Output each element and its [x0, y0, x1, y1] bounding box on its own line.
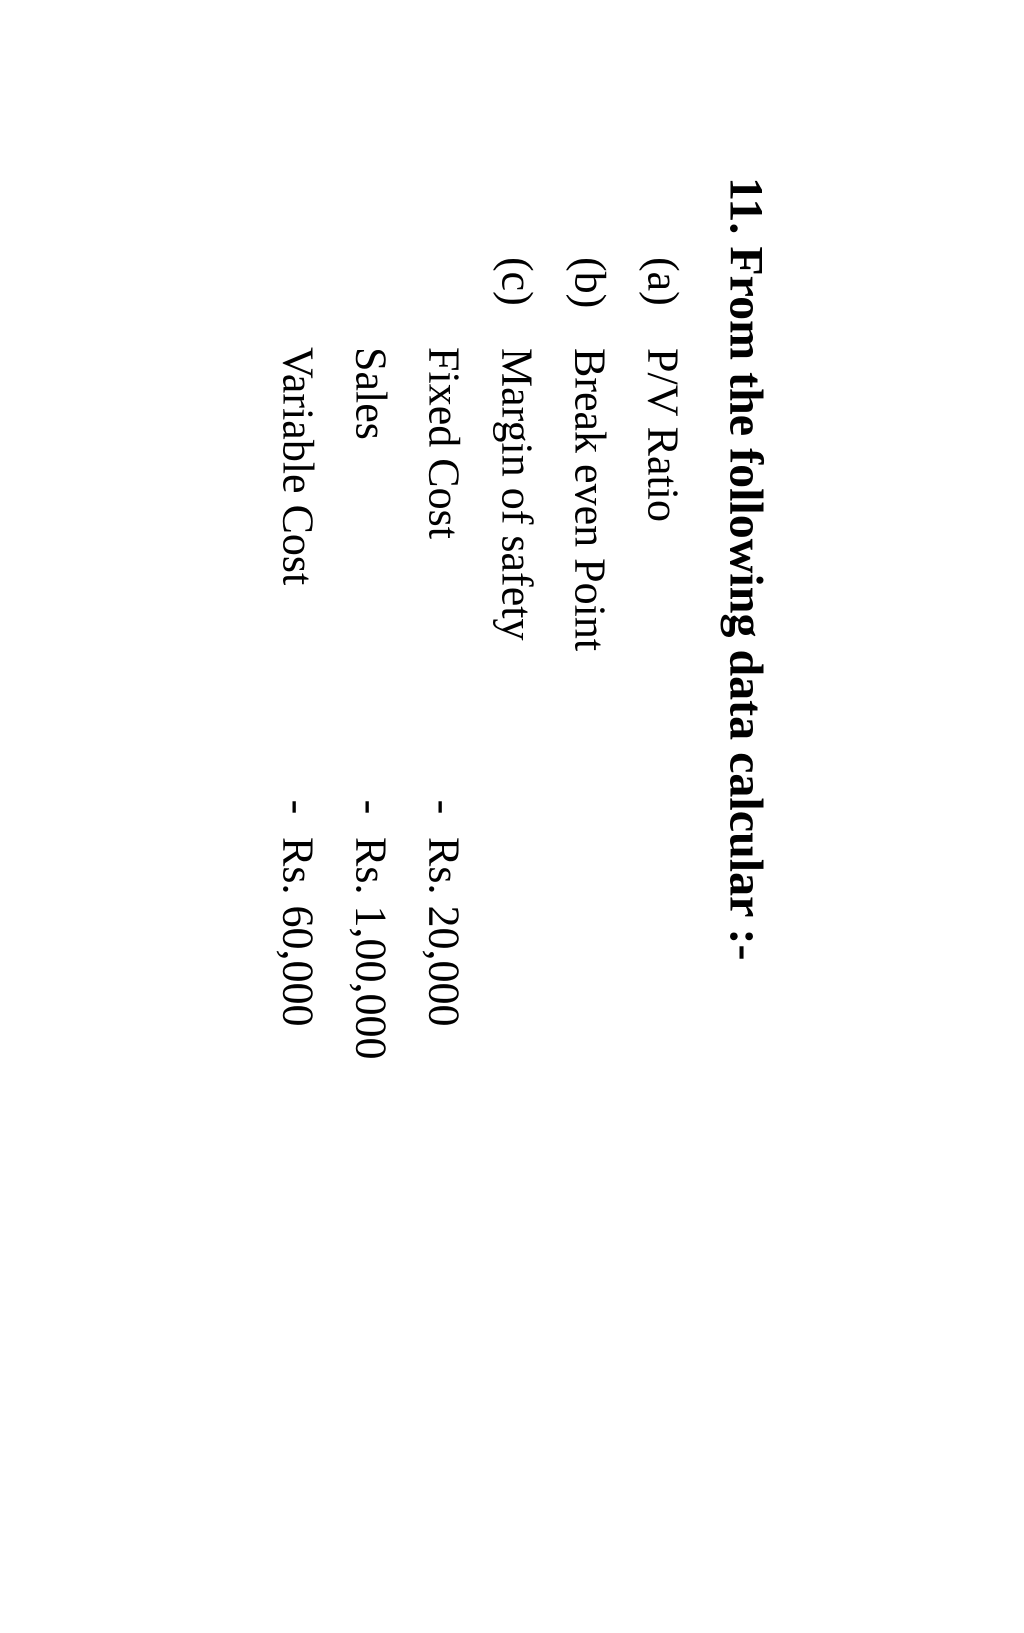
- data-label: Sales: [346, 347, 397, 777]
- sub-item-label: (c): [492, 257, 543, 337]
- sub-item-text: P/V Ratio: [639, 348, 688, 522]
- data-rows: Fixed Cost - Rs. 20,000 Sales - Rs. 1,00…: [273, 177, 470, 1457]
- sub-item-text: Margin of safety: [493, 348, 542, 640]
- question-number: 11.: [720, 177, 773, 234]
- sub-item: (b) Break even Point: [565, 257, 616, 1457]
- data-separator: -: [346, 777, 397, 837]
- question-heading: 11. From the following data calcular :-: [719, 177, 774, 1457]
- data-value: Rs. 20,000: [419, 837, 470, 1457]
- sub-item: (c) Margin of safety: [492, 257, 543, 1457]
- sub-item: (a) P/V Ratio: [638, 257, 689, 1457]
- data-separator: -: [273, 777, 324, 837]
- data-row: Fixed Cost - Rs. 20,000: [419, 347, 470, 1457]
- data-separator: -: [419, 777, 470, 837]
- question-prompt: From the following data calcular :-: [720, 246, 773, 960]
- sub-item-text: Break even Point: [566, 348, 615, 651]
- data-label: Fixed Cost: [419, 347, 470, 777]
- data-row: Sales - Rs. 1,00,000: [346, 347, 397, 1457]
- data-row: Variable Cost - Rs. 60,000: [273, 347, 324, 1457]
- sub-items-list: (a) P/V Ratio (b) Break even Point (c) M…: [492, 177, 689, 1457]
- sub-item-label: (a): [638, 257, 689, 337]
- page-content: 11. From the following data calcular :- …: [211, 117, 814, 1517]
- data-value: Rs. 1,00,000: [346, 837, 397, 1457]
- data-value: Rs. 60,000: [273, 837, 324, 1457]
- sub-item-label: (b): [565, 257, 616, 337]
- data-label: Variable Cost: [273, 347, 324, 777]
